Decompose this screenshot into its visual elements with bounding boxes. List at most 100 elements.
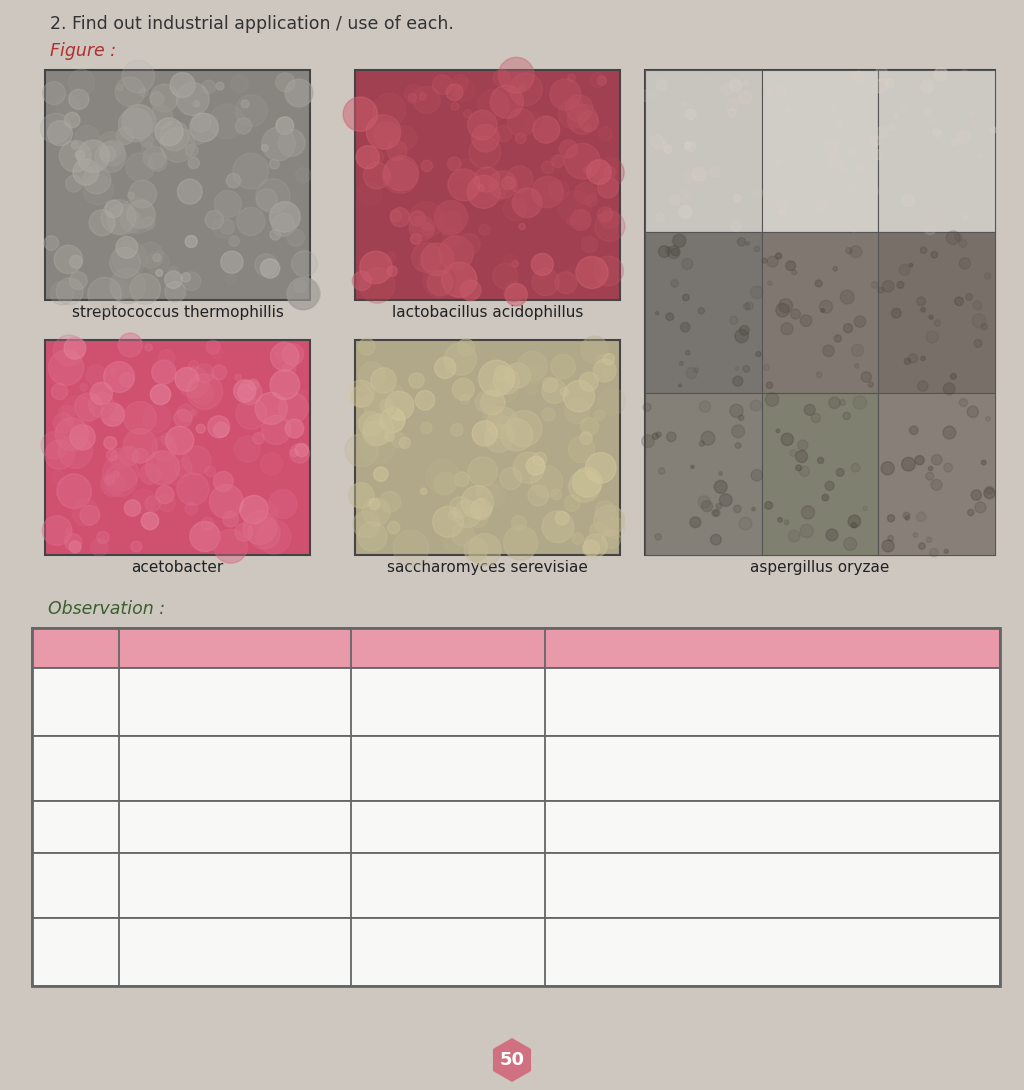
Circle shape — [692, 168, 706, 181]
Circle shape — [916, 296, 926, 305]
Circle shape — [836, 122, 842, 128]
Circle shape — [577, 261, 601, 284]
Circle shape — [655, 213, 665, 221]
Circle shape — [285, 78, 313, 107]
Circle shape — [590, 522, 608, 541]
Circle shape — [512, 187, 542, 218]
Circle shape — [968, 117, 977, 125]
Circle shape — [602, 367, 611, 377]
Circle shape — [262, 128, 295, 160]
Circle shape — [70, 424, 95, 450]
Circle shape — [751, 400, 761, 411]
Circle shape — [66, 528, 72, 534]
Circle shape — [371, 150, 384, 164]
Text: acidophillus: acidophillus — [157, 775, 247, 788]
Circle shape — [926, 472, 934, 480]
Circle shape — [156, 269, 163, 277]
Circle shape — [851, 463, 860, 472]
Circle shape — [532, 117, 560, 143]
Text: Type: Type — [430, 641, 467, 655]
Circle shape — [120, 197, 156, 233]
Circle shape — [434, 358, 456, 378]
Circle shape — [383, 158, 418, 194]
Bar — [879, 393, 995, 555]
Circle shape — [934, 319, 941, 326]
Circle shape — [209, 104, 245, 138]
Circle shape — [504, 281, 524, 302]
Circle shape — [504, 254, 516, 266]
Circle shape — [99, 141, 125, 166]
Circle shape — [56, 278, 83, 305]
Circle shape — [483, 404, 503, 424]
Circle shape — [567, 218, 574, 226]
Circle shape — [835, 335, 842, 342]
Circle shape — [444, 534, 462, 552]
Bar — [32, 736, 1000, 801]
Circle shape — [95, 142, 126, 172]
Circle shape — [374, 467, 388, 482]
Circle shape — [679, 384, 682, 387]
Circle shape — [776, 429, 779, 433]
Circle shape — [141, 512, 159, 530]
Circle shape — [380, 408, 404, 433]
Circle shape — [853, 157, 857, 161]
Circle shape — [791, 310, 801, 319]
Circle shape — [150, 106, 173, 129]
Circle shape — [552, 155, 564, 168]
Circle shape — [766, 383, 773, 388]
Text: 50: 50 — [500, 1051, 524, 1069]
Circle shape — [165, 271, 182, 289]
Circle shape — [944, 463, 952, 472]
Circle shape — [41, 432, 69, 459]
Circle shape — [449, 510, 458, 520]
Circle shape — [292, 251, 317, 277]
Circle shape — [730, 220, 741, 231]
Circle shape — [582, 237, 598, 253]
Circle shape — [178, 366, 209, 398]
Circle shape — [170, 73, 196, 98]
Circle shape — [853, 396, 866, 409]
Circle shape — [711, 534, 721, 545]
Circle shape — [367, 114, 400, 149]
Circle shape — [288, 229, 304, 246]
Circle shape — [358, 338, 375, 355]
Circle shape — [438, 510, 465, 536]
Circle shape — [459, 233, 480, 255]
Circle shape — [597, 545, 605, 553]
Circle shape — [452, 523, 475, 546]
Circle shape — [121, 210, 142, 232]
Circle shape — [233, 379, 256, 402]
Circle shape — [42, 516, 72, 545]
Circle shape — [899, 264, 910, 276]
Circle shape — [968, 509, 974, 516]
Circle shape — [666, 246, 672, 253]
Circle shape — [451, 102, 459, 110]
Circle shape — [512, 516, 526, 530]
Circle shape — [672, 247, 679, 256]
Circle shape — [551, 489, 562, 500]
Circle shape — [662, 143, 669, 149]
Circle shape — [496, 125, 512, 142]
Circle shape — [849, 149, 856, 156]
Circle shape — [596, 354, 604, 363]
Circle shape — [261, 145, 268, 152]
Circle shape — [161, 128, 195, 162]
Circle shape — [743, 303, 750, 310]
Circle shape — [409, 94, 417, 101]
Circle shape — [214, 530, 248, 564]
Circle shape — [261, 415, 291, 445]
Circle shape — [857, 165, 864, 171]
Circle shape — [279, 392, 308, 423]
Circle shape — [58, 405, 75, 422]
Circle shape — [986, 416, 990, 421]
Circle shape — [743, 365, 750, 373]
Circle shape — [55, 417, 88, 451]
Circle shape — [921, 307, 926, 312]
Circle shape — [348, 483, 374, 508]
Circle shape — [712, 510, 718, 517]
Circle shape — [531, 253, 553, 276]
Circle shape — [422, 223, 434, 235]
Circle shape — [54, 245, 83, 274]
Circle shape — [874, 68, 888, 81]
Circle shape — [752, 507, 756, 511]
